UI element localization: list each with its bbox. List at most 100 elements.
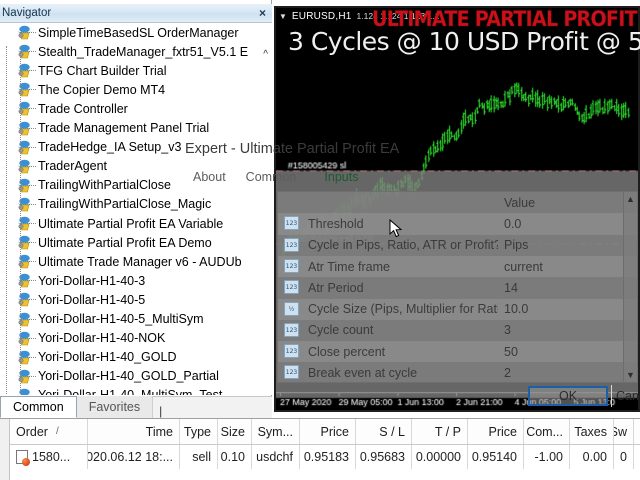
cancel-button[interactable]: Cancel (616, 389, 640, 403)
chevron-up-icon[interactable]: ▲ (626, 194, 635, 204)
number-input-icon: 123 (284, 344, 299, 359)
list-item[interactable]: TrailingWithPartialClose (0, 176, 272, 195)
input-value-cell[interactable]: 50 (504, 344, 518, 359)
input-value-cell[interactable]: 14 (504, 280, 518, 295)
list-item[interactable]: The Copier Demo MT4 (0, 80, 272, 99)
table-cell[interactable]: sell (180, 445, 218, 469)
input-name-cell: Cycle count (308, 323, 374, 338)
list-item[interactable]: TraderAgent (0, 157, 272, 176)
table-cell[interactable]: 0.95183 (300, 445, 356, 469)
list-item[interactable]: TFG Chart Builder Trial (0, 61, 272, 80)
table-row[interactable]: 123 Cycle count 3 (278, 320, 637, 341)
input-value-cell[interactable]: current (504, 259, 543, 274)
list-item-label: SimpleTimeBasedSL OrderManager (38, 25, 239, 40)
table-cell[interactable]: 0.95683 (356, 445, 412, 469)
table-cell[interactable]: 0.95140 (468, 445, 524, 469)
column-header[interactable]: Sw (614, 419, 634, 444)
list-item[interactable]: Ultimate Partial Profit EA Variable (0, 214, 272, 233)
list-item[interactable]: Yori-Dollar-H1-40-5 (0, 290, 272, 309)
column-header[interactable]: Com... (524, 419, 570, 444)
column-header[interactable]: Size (218, 419, 252, 444)
table-row[interactable]: 123 Close percent 50 (278, 341, 637, 363)
column-header[interactable]: Price (468, 419, 524, 444)
list-item[interactable]: Yori-Dollar-H1-40-NOK (0, 329, 272, 348)
chevron-down-icon[interactable]: ▼ (626, 370, 635, 380)
list-item[interactable]: Ultimate Partial Profit EA Demo (0, 233, 272, 252)
tree-connector (20, 146, 36, 148)
column-header[interactable]: Price (300, 419, 356, 444)
list-item[interactable]: SimpleTimeBasedSL OrderManager (0, 23, 272, 42)
list-item-label: The Copier Demo MT4 (38, 82, 166, 97)
table-row[interactable]: 123 Atr Time frame current (278, 255, 637, 278)
input-value-cell[interactable]: 10.0 (504, 302, 529, 317)
inputs-grid[interactable]: 123 Break even at cycle 2 123 Close percent 5… (277, 191, 638, 383)
navigator-tab-favorites[interactable]: Favorites (76, 396, 154, 418)
expert-properties-dialog[interactable]: Expert - Ultimate Partial Profit EA Abou… (183, 133, 640, 413)
input-value-cell[interactable]: Value (504, 195, 536, 210)
list-item[interactable]: Trade Management Panel Trial (0, 119, 272, 138)
table-row[interactable]: ½ Cycle Size (Pips, Multiplier for Ratio … (278, 298, 637, 320)
input-value-cell[interactable]: Pips (504, 238, 529, 253)
table-cell[interactable]: 0 (614, 445, 634, 469)
tree-connector (20, 242, 36, 244)
sort-ascending-icon[interactable]: / (55, 426, 59, 437)
input-value-cell[interactable]: 3 (504, 323, 511, 338)
ok-button[interactable]: OK (528, 386, 608, 406)
table-cell[interactable]: 0.00000 (412, 445, 468, 469)
chevron-down-icon[interactable]: ▼ (279, 11, 287, 21)
list-item[interactable]: Yori-Dollar-H1-40_GOLD_Partial (0, 367, 272, 386)
navigator-tabs[interactable]: Common Favorites | (0, 396, 272, 418)
list-item[interactable]: Yori-Dollar-H1-40-5_MultiSym (0, 310, 272, 329)
close-icon[interactable]: × (258, 6, 266, 20)
chevron-up-icon[interactable]: ^ (263, 49, 268, 60)
inputs-grid-header[interactable]: Value (278, 192, 637, 213)
navigator-tab-common[interactable]: Common (0, 396, 77, 418)
list-item[interactable]: TrailingWithPartialClose_Magic (0, 195, 272, 214)
input-value-cell[interactable]: 0.0 (504, 216, 522, 231)
list-item[interactable]: TradeHedge_IA Setup_v3 (0, 138, 272, 157)
list-item[interactable]: Ultimate Trade Manager v6 - AUDUb (0, 252, 272, 271)
list-item[interactable]: Yori-Dollar-H1-40-3 (0, 271, 272, 290)
navigator-tree[interactable]: Yori-Yen-H1-280_MultiSymYori-Dollar-H1-4… (0, 23, 272, 395)
table-cell[interactable]: 1580... (10, 445, 88, 469)
expert-advisor-icon (16, 178, 33, 193)
orders-table[interactable]: Order / Time Type Size Sym... Price S / L T / P P… (10, 419, 640, 469)
list-item[interactable]: Yori-Dollar-H1-40_MultiSym_Test (0, 386, 272, 395)
table-cell[interactable]: 0.00 (570, 445, 614, 469)
column-header[interactable]: Type (180, 419, 218, 444)
list-item[interactable]: Stealth_TradeManager_fxtr51_V5.1 E (0, 42, 272, 61)
column-header[interactable]: S / L (356, 419, 412, 444)
column-header[interactable]: Order / (10, 419, 88, 444)
number-input-icon: 123 (284, 237, 299, 252)
terminal-panel: Order / Time Type Size Sym... Price S / L T / P P… (0, 418, 640, 480)
table-row[interactable]: 123 Threshold 0.0 (278, 213, 637, 235)
tab-common[interactable]: Common (245, 170, 297, 184)
tab-inputs[interactable]: Inputs (324, 170, 359, 184)
table-cell[interactable]: usdchf (252, 445, 300, 469)
column-header-label: Taxes (574, 424, 607, 439)
dialog-tabstrip[interactable]: About Common Inputs (183, 165, 638, 189)
column-header[interactable]: T / P (412, 419, 468, 444)
column-header-label: T / P (434, 424, 461, 439)
tab-about[interactable]: About (193, 170, 226, 184)
table-cell[interactable]: 2020.06.12 18:... (88, 445, 180, 469)
table-cell[interactable]: 0.10 (218, 445, 252, 469)
column-header[interactable]: Time (88, 419, 180, 444)
table-row[interactable]: 123 Break even at cycle 2 (278, 362, 637, 383)
navigator-title: Navigator (2, 7, 52, 19)
input-value-cell[interactable]: 2 (504, 366, 511, 381)
column-header[interactable]: Sym... (252, 419, 300, 444)
inputs-grid-scrollbar[interactable]: ▲ ▼ (623, 192, 637, 382)
column-header-label: Time (145, 424, 173, 439)
list-item[interactable]: Yori-Dollar-H1-40_GOLD (0, 348, 272, 367)
column-header-label: Size (220, 424, 245, 439)
table-cell-value: 0 (620, 450, 627, 464)
table-row[interactable]: 1580... 2020.06.12 18:... sell 0.10 usdchf 0.… (10, 445, 640, 469)
column-header[interactable]: Taxes (570, 419, 614, 444)
input-name-cell: Cycle in Pips, Ratio, ATR or Profit? (308, 238, 498, 253)
table-row[interactable]: 123 Cycle in Pips, Ratio, ATR or Profit? P… (278, 235, 637, 256)
table-cell[interactable]: -1.00 (524, 445, 570, 469)
list-item[interactable]: Trade Controller (0, 99, 272, 118)
list-item-label: Trade Controller (38, 101, 128, 116)
table-row[interactable]: 123 Atr Period 14 (278, 277, 637, 298)
